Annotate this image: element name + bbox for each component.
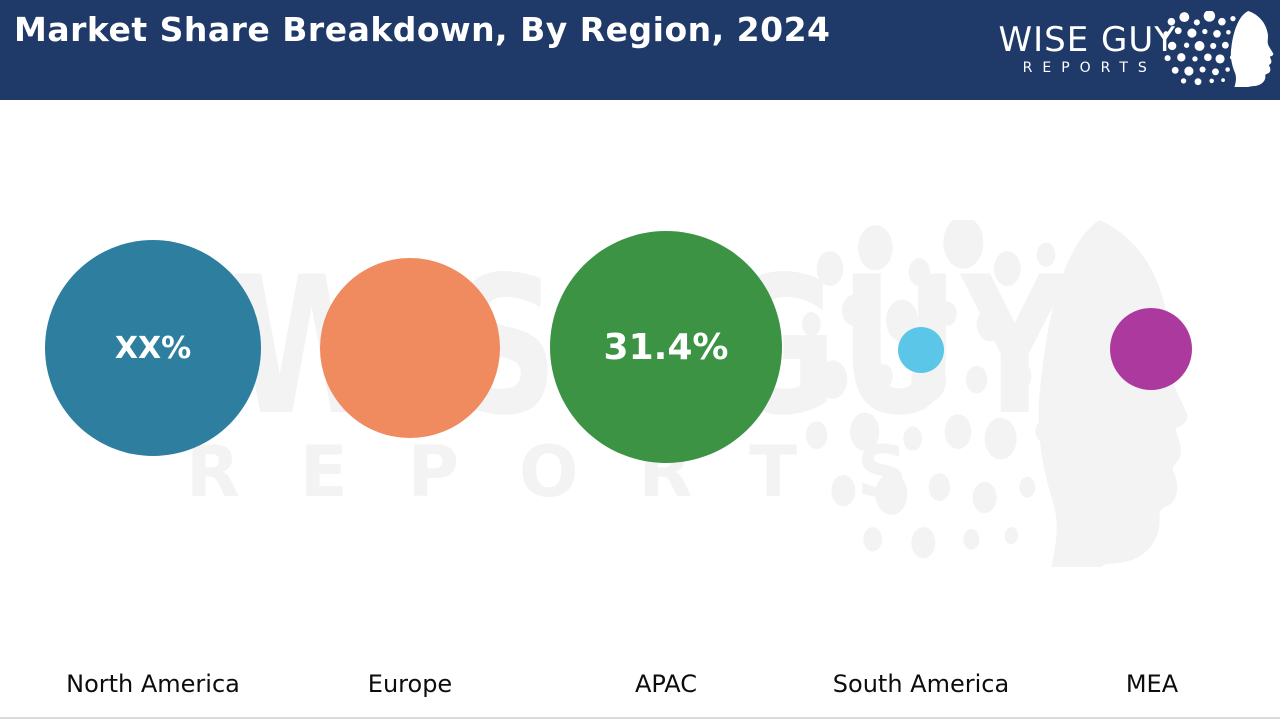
page-title: Market Share Breakdown, By Region, 2024: [14, 10, 831, 49]
header-bar: Market Share Breakdown, By Region, 2024 …: [0, 0, 1280, 100]
chart-area: WISE GUY REPORTS XX% 31.4% North America…: [0, 100, 1280, 720]
wiseguy-logo: WISE GUY REPORTS: [998, 10, 1274, 88]
logo-wordmark: WISE GUY: [998, 19, 1176, 60]
bottom-divider: [0, 717, 1280, 719]
category-label-europe: Europe: [367, 670, 453, 698]
watermark-subtext: REPORTS: [186, 431, 968, 513]
logo-text: WISE GUY REPORTS: [998, 19, 1176, 77]
watermark-head-profile-dots-icon: [790, 220, 1190, 567]
logo-subtext: REPORTS: [1022, 60, 1157, 77]
bubble-north-america: XX%: [45, 240, 261, 456]
category-label-south-america: South America: [832, 670, 1010, 698]
category-label-apac: APAC: [634, 670, 698, 698]
category-label-north-america: North America: [66, 670, 240, 698]
category-label-mea: MEA: [1125, 670, 1179, 698]
bubble-south-america: [898, 327, 944, 373]
bubble-europe: [320, 258, 500, 438]
bubble-apac: 31.4%: [550, 231, 782, 463]
bubble-value-label: XX%: [114, 330, 192, 366]
bubble-mea: [1110, 308, 1192, 390]
bubble-value-label: 31.4%: [603, 326, 729, 368]
head-profile-dots-icon: [1160, 10, 1274, 88]
